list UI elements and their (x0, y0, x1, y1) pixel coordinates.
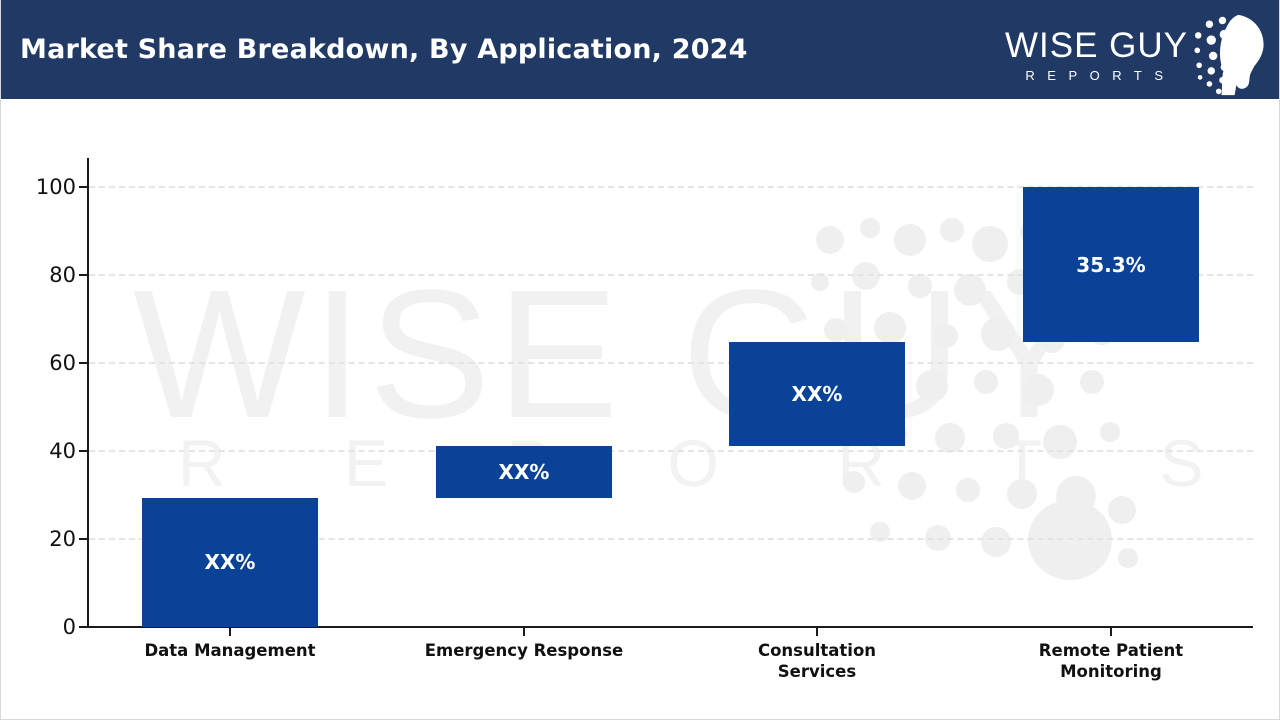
x-tick-mark (1110, 628, 1112, 636)
y-tick-label: 40 (49, 439, 76, 463)
y-tick-mark (79, 626, 87, 628)
y-tick-mark (79, 186, 87, 188)
logo-head-icon (1194, 14, 1264, 96)
y-tick-mark (79, 538, 87, 540)
x-tick-mark (816, 628, 818, 636)
x-tick-mark (229, 628, 231, 636)
bar-segment: XX% (729, 342, 905, 446)
y-tick-label: 20 (49, 527, 76, 551)
y-gridline (89, 274, 1253, 276)
y-tick-label: 60 (49, 351, 76, 375)
y-tick-mark (79, 450, 87, 452)
bar-value-label: XX% (498, 459, 550, 484)
x-tick-mark (523, 628, 525, 636)
y-gridline (89, 538, 1253, 540)
y-gridline (89, 450, 1253, 452)
y-tick-mark (79, 362, 87, 364)
y-tick-label: 0 (62, 615, 76, 639)
x-axis-line (87, 626, 1253, 628)
bar-value-label: 35.3% (1076, 252, 1146, 277)
bar-value-label: XX% (204, 550, 256, 575)
x-category-label: Remote Patient Monitoring (1038, 641, 1184, 681)
x-category-label: Emergency Response (424, 641, 624, 660)
header-bar: Market Share Breakdown, By Application, … (0, 0, 1280, 99)
y-gridline (89, 362, 1253, 364)
logo-wordmark: WISE GUY (1004, 25, 1188, 65)
y-tick-label: 100 (35, 175, 76, 199)
y-axis-line (87, 158, 89, 628)
watermark-wordmark: WISE GUY (133, 251, 1097, 456)
bar-segment: XX% (142, 497, 318, 627)
brand-logo: WISE GUY REPORTS (1005, 13, 1268, 97)
y-gridline (89, 186, 1253, 188)
bar-segment: XX% (436, 445, 612, 498)
bar-segment: 35.3% (1023, 187, 1199, 343)
y-tick-label: 80 (49, 263, 76, 287)
page-title: Market Share Breakdown, By Application, … (20, 34, 748, 65)
y-tick-mark (79, 274, 87, 276)
x-category-label: Consultation Services (757, 641, 877, 681)
bar-value-label: XX% (791, 382, 843, 406)
x-category-label: Data Management (144, 641, 316, 660)
logo-reports-label: REPORTS (1025, 67, 1176, 83)
